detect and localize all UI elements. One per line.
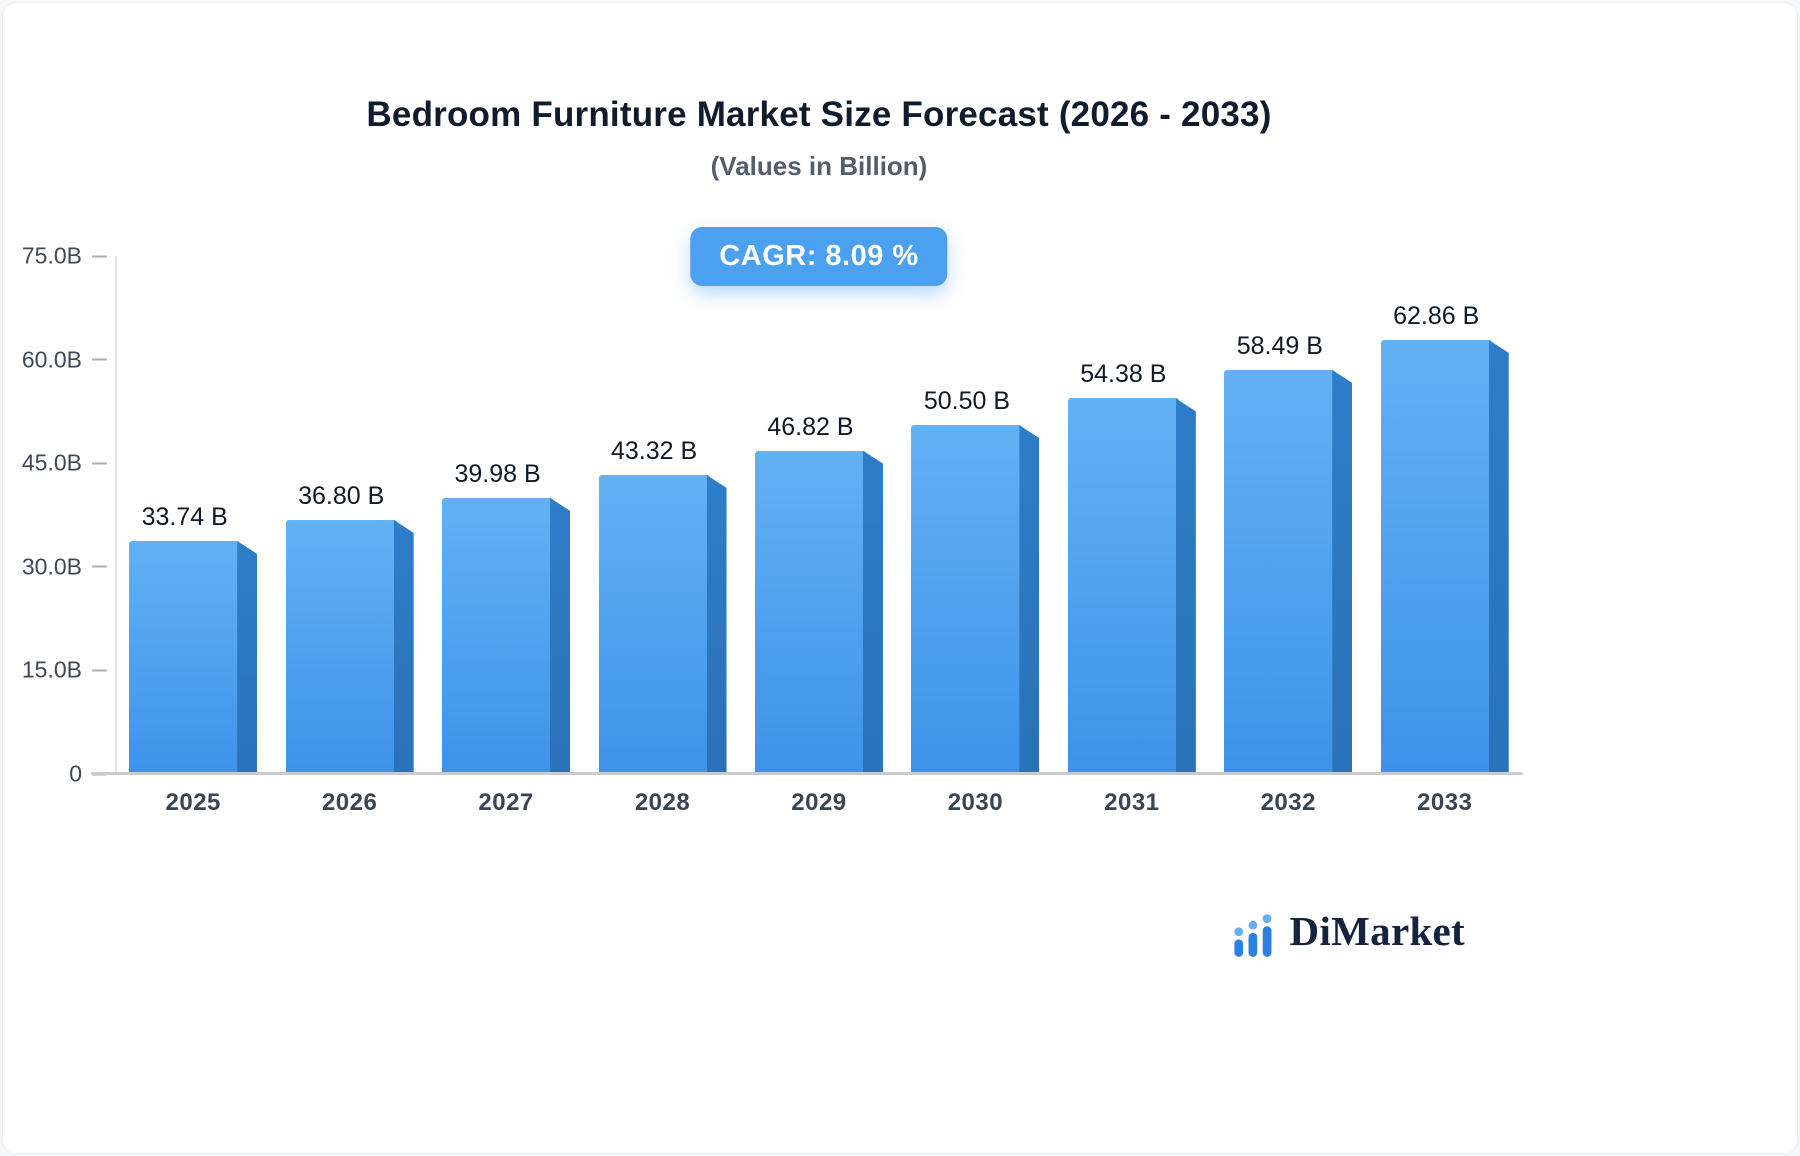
x-axis-line [91,772,1523,775]
bar-group[interactable]: 54.38 B [1054,360,1210,774]
x-axis: 2025 2026 2027 2028 2029 2030 2031 2032 2033 [115,789,1523,817]
chart-title: Bedroom Furniture Market Size Forecast (… [366,95,1272,134]
y-axis-tick-mark [92,669,107,672]
bar-value-label: 36.80 B [298,481,385,510]
bar[interactable] [442,497,571,774]
x-axis-label: 2030 [947,789,1004,816]
bar-chart-dots-icon [1233,914,1272,957]
bar-side-shade [706,474,727,774]
bar-face [1224,370,1336,774]
bar-group[interactable]: 33.74 B [115,503,271,774]
bar-side-shade [1019,425,1040,774]
bar[interactable] [754,450,883,774]
chart-subtitle: (Values in Billion) [710,151,928,181]
y-axis-tick: 60.0B [22,346,107,373]
x-axis-label: 2025 [165,789,221,816]
bar-value-label: 43.32 B [610,436,698,465]
bars-container: 33.74 B 36.80 B 39.98 B 43.32 B 46.82 B 50.50… [115,256,1523,774]
bar-group[interactable]: 36.80 B [271,482,427,774]
bar-group[interactable]: 62.86 B [1367,302,1523,774]
plot-area: 33.74 B 36.80 B 39.98 B 43.32 B 46.82 B 50.50… [115,256,1523,774]
bar[interactable] [1224,370,1353,774]
y-axis-tick-mark [92,358,107,361]
bar-face [285,519,397,774]
y-axis-tick: 45.0B [22,450,107,477]
bar-value-label: 33.74 B [141,502,228,531]
bar[interactable] [1067,398,1196,774]
bar-value-label: 46.82 B [767,412,854,441]
bar-side-shade [393,519,414,774]
x-axis-label: 2028 [634,789,691,816]
cagr-badge: CAGR: 8.09 % [690,227,948,286]
brand-name: DiMarket [1289,908,1465,954]
bar-face [598,474,710,774]
bar-side-shade [550,497,571,774]
bar[interactable] [1380,339,1509,774]
bar-group[interactable]: 39.98 B [428,460,584,774]
chart-header: Bedroom Furniture Market Size Forecast (… [115,95,1523,182]
bar-value-label: 58.49 B [1236,332,1323,361]
y-axis: 0 15.0B 30.0B 45.0B 60.0B 75.0B [3,243,107,787]
bar-group[interactable]: 50.50 B [897,387,1053,774]
bar[interactable] [911,425,1040,774]
bar-side-shade [1332,370,1353,774]
bar-face [911,425,1023,774]
y-axis-tick-mark [92,462,107,465]
bar-group[interactable]: 43.32 B [584,437,740,774]
bar-face [1067,398,1179,774]
bar-face [442,497,554,774]
bar-face [129,540,241,774]
y-axis-tick-label: 45.0B [21,449,82,476]
y-axis-tick-label: 15.0B [21,656,82,683]
bar-value-label: 62.86 B [1393,301,1480,330]
x-axis-label: 2029 [791,789,847,816]
y-axis-tick-label: 75.0B [21,242,82,269]
bar-group[interactable]: 46.82 B [741,413,897,774]
bar[interactable] [285,519,414,774]
bar-value-label: 54.38 B [1080,360,1167,389]
y-axis-tick-mark [92,255,107,257]
y-axis-tick-label: 60.0B [21,346,82,373]
x-axis-label: 2032 [1260,789,1316,816]
bar-value-label: 39.98 B [454,459,541,488]
brand-logo: DiMarket [1230,903,1465,959]
bar-side-shade [1488,339,1509,774]
bar-face [1380,339,1492,774]
bar-face [754,450,866,774]
y-axis-tick: 15.0B [22,657,107,684]
bar-side-shade [862,450,883,774]
x-axis-label: 2031 [1104,789,1160,816]
bar[interactable] [598,474,727,774]
y-axis-tick: 30.0B [22,553,107,580]
x-axis-label: 2033 [1417,789,1473,816]
bar-value-label: 50.50 B [923,387,1010,416]
bar-group[interactable]: 58.49 B [1210,332,1366,774]
bar-side-shade [1175,398,1196,774]
bar[interactable] [129,540,258,774]
x-axis-label: 2027 [478,789,534,816]
x-axis-label: 2026 [321,789,378,816]
bar-side-shade [237,540,258,774]
y-axis-tick-label: 0 [69,760,82,787]
y-axis-tick: 75.0B [22,243,107,270]
y-axis-tick-mark [92,565,107,568]
y-axis-tick-label: 30.0B [21,553,82,580]
y-axis-line [115,256,117,774]
